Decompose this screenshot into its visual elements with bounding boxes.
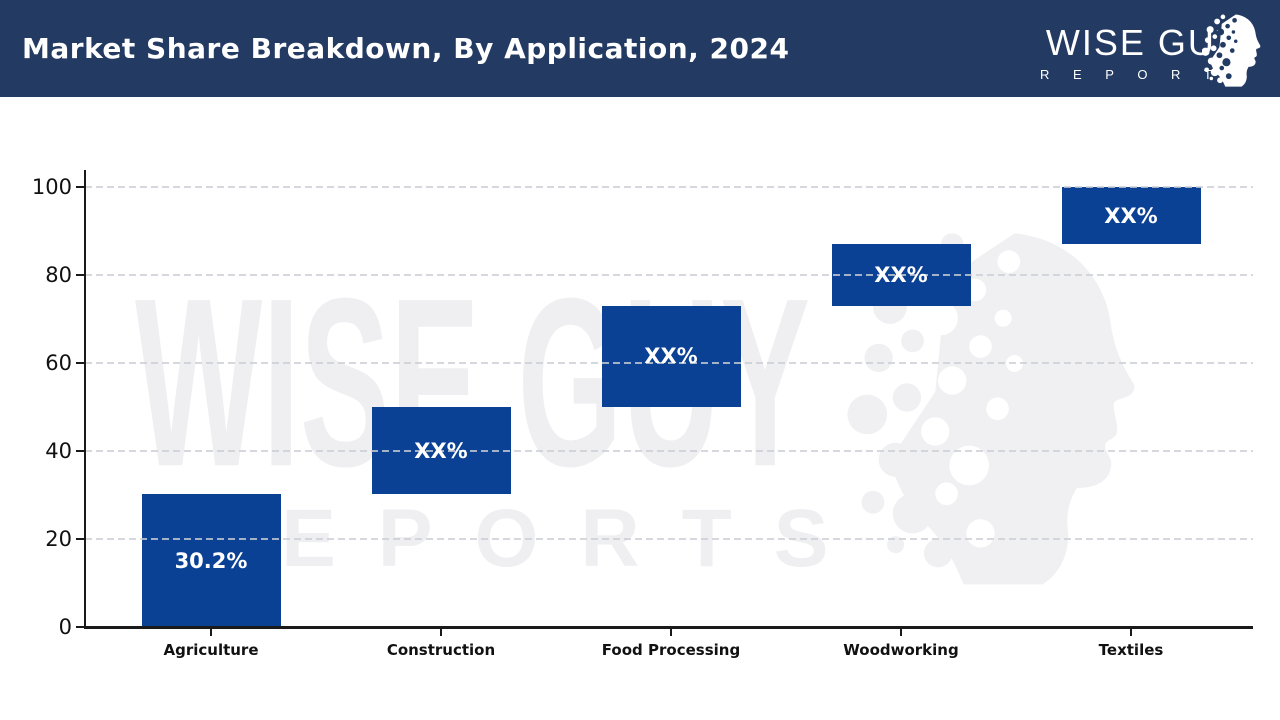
x-category-label: Textiles xyxy=(1098,641,1164,659)
y-tick-label-20: 20 xyxy=(45,527,72,551)
x-tick-4 xyxy=(1130,629,1132,636)
bar-value-label: XX% xyxy=(874,263,928,287)
x-category-label: Food Processing xyxy=(601,641,741,659)
x-tick-3 xyxy=(900,629,902,636)
bar-agriculture xyxy=(141,494,281,627)
y-tick-label-100: 100 xyxy=(31,175,72,199)
gridline-100 xyxy=(85,186,1253,188)
x-axis-line xyxy=(84,626,1253,629)
bar-value-label: XX% xyxy=(414,438,468,463)
x-tick-1 xyxy=(440,629,442,636)
logo-subtitle: R E P O R T S xyxy=(1040,67,1254,82)
gridline-60 xyxy=(85,362,1253,364)
bar-value-label: XX% xyxy=(1104,203,1158,228)
y-tick-20 xyxy=(76,538,84,540)
bar-textiles xyxy=(1061,187,1201,245)
dotted-head-icon xyxy=(1202,14,1261,87)
x-tick-0 xyxy=(210,629,212,636)
y-tick-40 xyxy=(76,450,84,452)
header-bar: Market Share Breakdown, By Application, … xyxy=(0,0,1280,97)
y-tick-label-0: 0 xyxy=(58,615,72,639)
y-tick-label-80: 80 xyxy=(45,263,72,287)
gridline-80 xyxy=(85,274,1253,276)
bar-food-processing xyxy=(601,305,741,407)
y-tick-60 xyxy=(76,362,84,364)
y-tick-0 xyxy=(76,626,84,628)
gridline-40 xyxy=(85,450,1253,452)
x-tick-2 xyxy=(670,629,672,636)
x-category-label: Agriculture xyxy=(163,641,259,659)
y-tick-label-60: 60 xyxy=(45,351,72,375)
x-category-label: Construction xyxy=(386,641,496,659)
bar-value-label: XX% xyxy=(644,344,698,369)
bar-value-label: 30.2% xyxy=(174,548,248,573)
y-tick-label-40: 40 xyxy=(45,439,72,463)
y-tick-80 xyxy=(76,274,84,276)
gridline-20 xyxy=(85,538,1253,540)
page-title: Market Share Breakdown, By Application, … xyxy=(22,32,790,65)
x-category-label: Woodworking xyxy=(843,641,959,659)
y-axis-line xyxy=(84,170,86,629)
y-tick-100 xyxy=(76,186,84,188)
wise-guy-reports-logo: WISE GUY R E P O R T S xyxy=(1016,6,1266,94)
